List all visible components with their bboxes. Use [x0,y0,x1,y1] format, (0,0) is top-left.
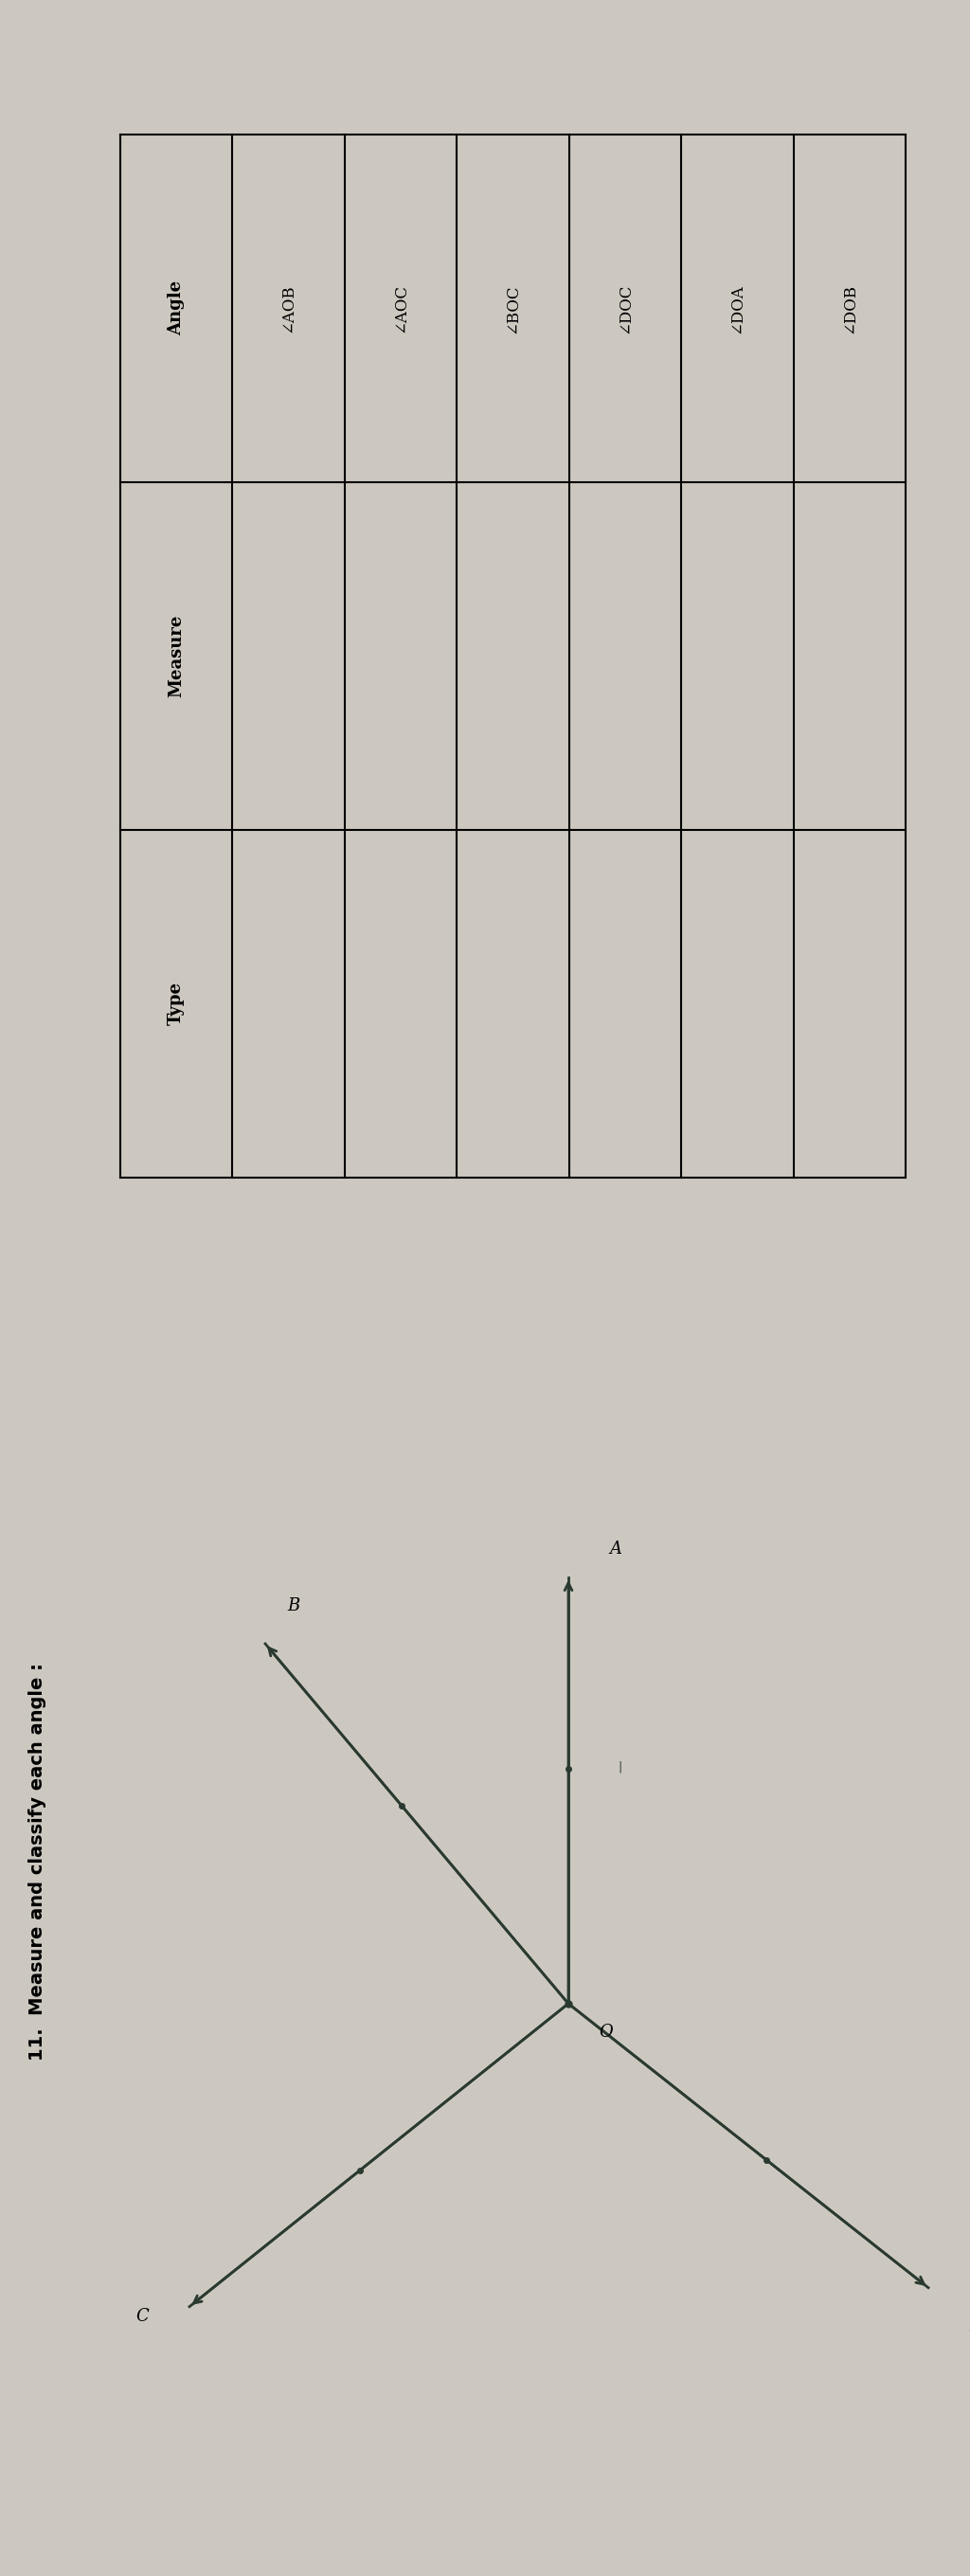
Text: B: B [287,1597,300,1615]
Text: ∠DOA: ∠DOA [729,283,745,332]
Text: ∠BOC: ∠BOC [504,283,521,332]
Text: Measure: Measure [168,616,185,698]
Text: O: O [599,2025,613,2040]
Text: ∠DOC: ∠DOC [617,283,633,332]
Text: ∠DOB: ∠DOB [841,283,857,332]
Text: Angle: Angle [168,281,185,335]
Text: |: | [619,1759,623,1772]
Text: ∠AOC: ∠AOC [393,283,408,332]
Text: Type: Type [168,981,185,1025]
Text: ∠AOB: ∠AOB [280,283,297,332]
Text: D: D [969,2316,970,2334]
Text: 11.  Measure and classify each angle :: 11. Measure and classify each angle : [29,1662,47,2061]
Text: A: A [609,1540,622,1558]
Text: C: C [136,2308,148,2324]
